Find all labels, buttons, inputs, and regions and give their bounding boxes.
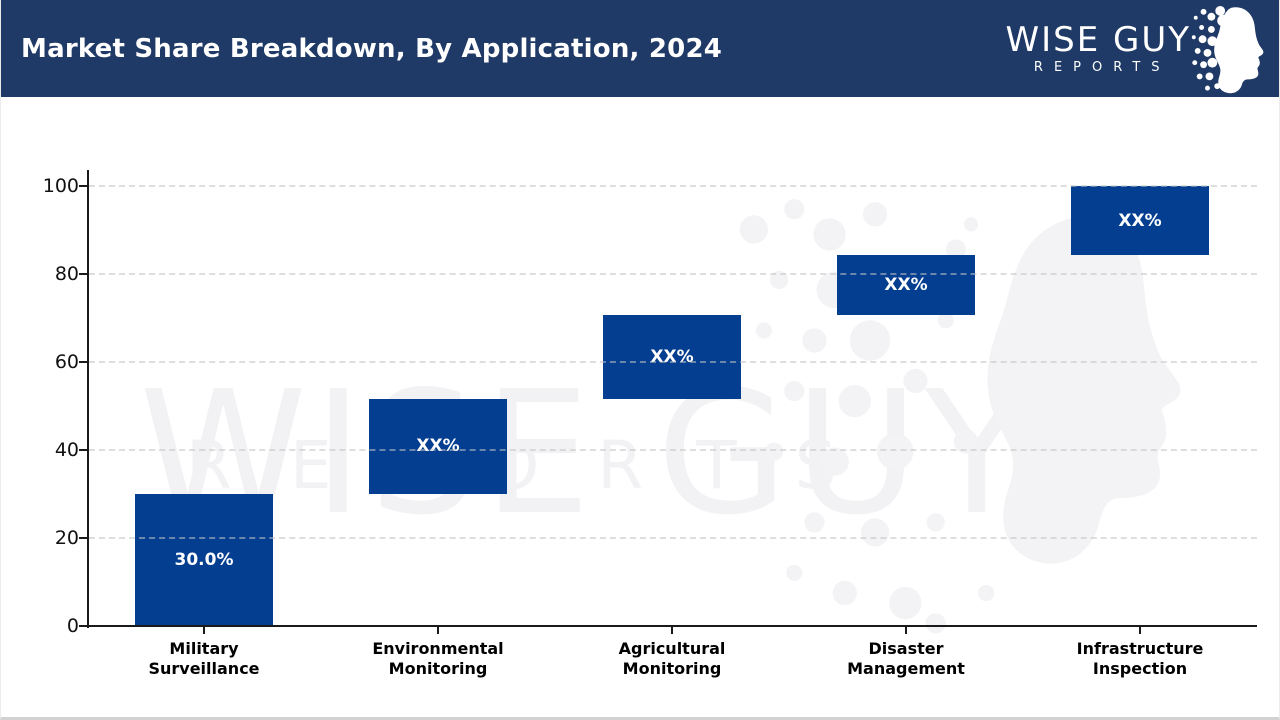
bar-value-label: XX% xyxy=(1118,210,1162,231)
bar-value-label: XX% xyxy=(884,274,928,295)
bar-value-label: XX% xyxy=(416,436,460,457)
x-category-label-line2: Monitoring xyxy=(622,659,722,678)
x-category-label-line1: Agricultural xyxy=(618,639,726,658)
y-tick-label-40: 40 xyxy=(54,439,79,461)
gridline-y-80 xyxy=(89,273,1257,275)
x-category-label-environmental-monitoring: Environmental Monitoring xyxy=(323,639,553,679)
x-category-label-military-surveillance: Military Surveillance xyxy=(89,639,319,679)
x-category-label-line1: Military xyxy=(169,639,239,658)
header: Market Share Breakdown, By Application, … xyxy=(1,0,1279,97)
waterfall-chart: 0 20 40 60 80 100 30.0% Military Surveillance XX%… xyxy=(1,97,1279,717)
y-tick-label-100: 100 xyxy=(42,175,79,197)
gridline-y-20 xyxy=(89,537,1257,539)
x-tick-disaster-management xyxy=(905,627,907,634)
chart-area: WISE GUY REPORTS 0 20 40 60 80 100 30.0% Milita… xyxy=(1,97,1279,717)
y-tick-label-20: 20 xyxy=(54,527,79,549)
page-title: Market Share Breakdown, By Application, … xyxy=(21,33,723,64)
bar-segment-infrastructure-inspection: XX% xyxy=(1071,186,1209,256)
watermark-text-sub: REPORTS xyxy=(186,427,895,504)
gridline-y-40 xyxy=(89,449,1257,451)
logo-wordmark-sub: REPORTS xyxy=(1033,59,1171,75)
bar-segment-military-surveillance: 30.0% xyxy=(135,494,273,626)
x-category-label-line2: Management xyxy=(847,659,965,678)
x-category-label-agricultural-monitoring: Agricultural Monitoring xyxy=(557,639,787,679)
x-category-label-disaster-management: Disaster Management xyxy=(791,639,1021,679)
x-tick-infrastructure-inspection xyxy=(1139,627,1141,634)
gridline-y-100 xyxy=(89,185,1257,187)
bar-value-label: 30.0% xyxy=(174,550,234,570)
bar-segment-disaster-management: XX% xyxy=(837,255,975,315)
x-tick-agricultural-monitoring xyxy=(671,627,673,634)
x-category-label-line2: Inspection xyxy=(1092,659,1188,678)
logo-head-profile-icon xyxy=(1191,5,1264,94)
y-tick-0 xyxy=(79,625,87,627)
x-axis-line xyxy=(86,625,1257,627)
bar-segment-agricultural-monitoring: XX% xyxy=(603,314,741,399)
x-category-label-line1: Infrastructure xyxy=(1076,639,1204,658)
x-category-label-line2: Monitoring xyxy=(388,659,488,678)
y-tick-20 xyxy=(79,537,87,539)
gridline-y-60 xyxy=(89,361,1257,363)
y-tick-100 xyxy=(79,185,87,187)
y-tick-60 xyxy=(79,361,87,363)
bar-segment-environmental-monitoring: XX% xyxy=(369,398,507,494)
x-category-label-line2: Surveillance xyxy=(148,659,260,678)
y-tick-80 xyxy=(79,273,87,275)
x-category-label-infrastructure-inspection: Infrastructure Inspection xyxy=(1025,639,1255,679)
logo-wordmark: WISE GUY REPORTS xyxy=(1005,20,1191,75)
y-tick-40 xyxy=(79,449,87,451)
x-category-label-line1: Environmental xyxy=(372,639,504,658)
logo-wordmark-main: WISE GUY xyxy=(1005,20,1191,61)
x-tick-military-surveillance xyxy=(203,627,205,634)
x-tick-environmental-monitoring xyxy=(437,627,439,634)
wise-guy-reports-logo: WISE GUY REPORTS xyxy=(1005,4,1271,94)
y-axis-line xyxy=(87,170,89,628)
x-category-label-line1: Disaster xyxy=(868,639,944,658)
y-tick-label-0: 0 xyxy=(66,615,79,637)
y-tick-label-60: 60 xyxy=(54,351,79,373)
bar-value-label: XX% xyxy=(650,346,694,367)
y-tick-label-80: 80 xyxy=(54,263,79,285)
